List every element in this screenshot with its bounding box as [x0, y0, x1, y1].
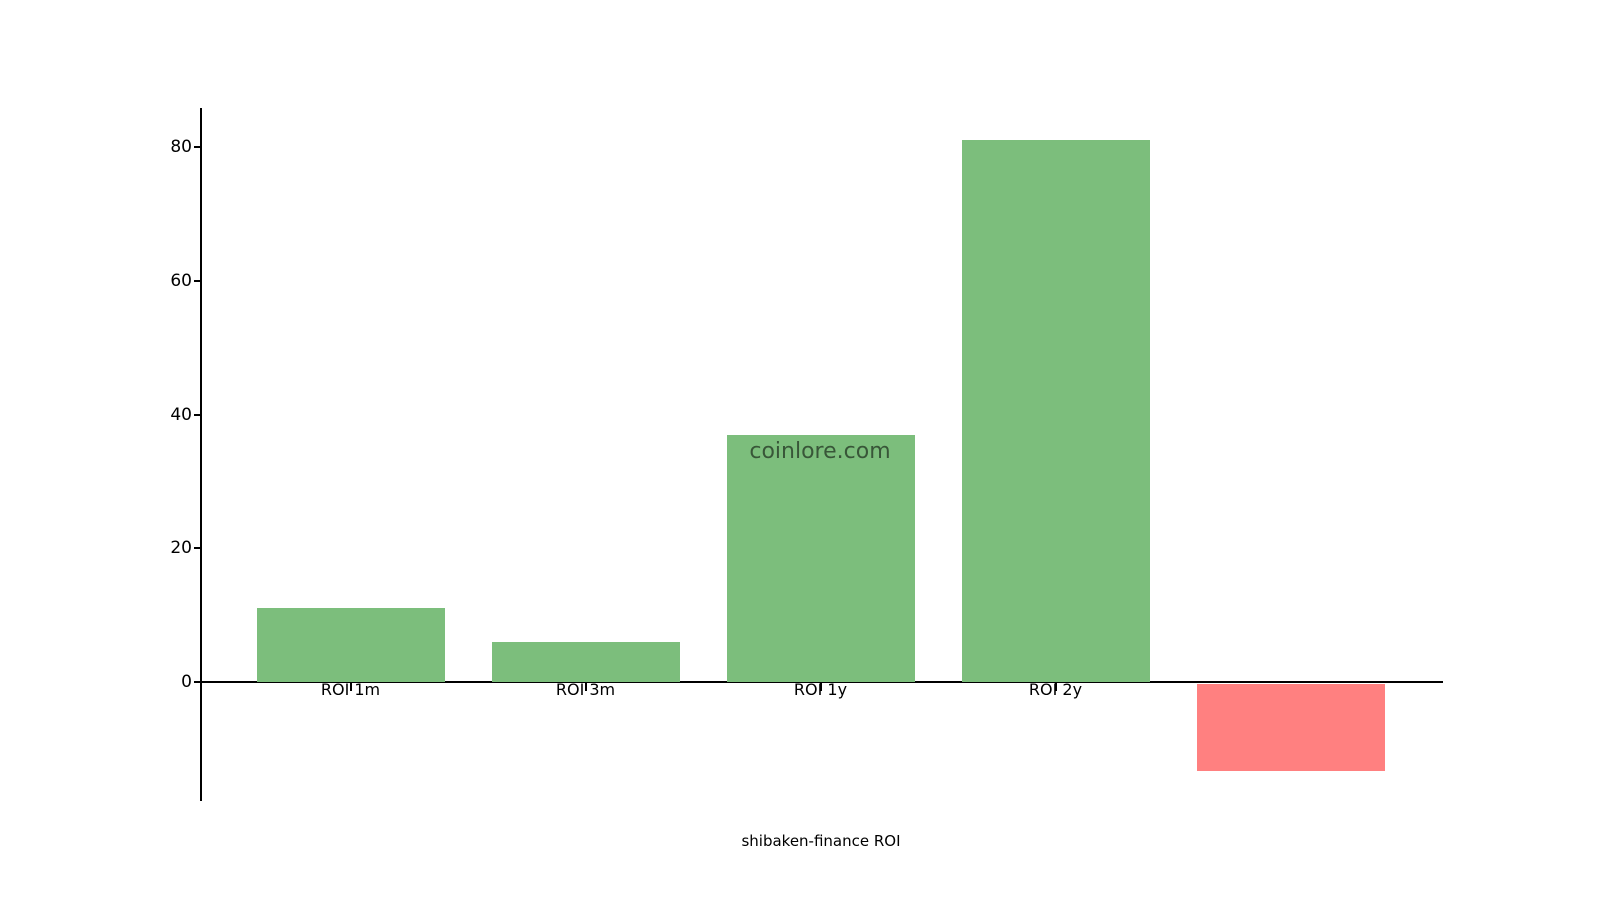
x-tick-mark-3 [819, 682, 822, 691]
bar-roi-1y [726, 434, 915, 682]
y-tick-label-20: 20 [170, 538, 192, 559]
x-tick-mark-4 [1054, 682, 1057, 691]
y-tick-label-60: 60 [170, 270, 192, 291]
bar-negative-5 [1196, 684, 1385, 771]
y-tick-label-80: 80 [170, 137, 192, 157]
y-tick-label-40: 40 [170, 404, 192, 425]
x-tick-label-roi-1y: ROI 1y [793, 680, 848, 699]
x-tick-label-roi-2y: ROI 2y [1028, 680, 1083, 699]
x-tick-mark-1 [349, 682, 352, 691]
y-tick-mark-80 [194, 146, 201, 148]
y-tick-label-0: 0 [181, 672, 192, 692]
x-tick-mark-2 [584, 682, 587, 691]
y-tick-mark-0 [194, 681, 201, 683]
x-tick-label-roi-1m: ROI 1m [320, 680, 381, 699]
y-axis-line [200, 108, 202, 801]
y-tick-mark-60 [194, 279, 201, 282]
y-tick-mark-40 [194, 413, 201, 416]
x-axis-line [200, 681, 1443, 683]
chart-title: shibaken-finance ROI [741, 832, 901, 850]
bar-roi-3m [491, 641, 680, 682]
bar-roi-1m [256, 608, 445, 682]
y-tick-mark-20 [194, 547, 201, 550]
watermark-text: coinlore.com [749, 439, 891, 464]
x-tick-label-roi-3m: ROI 3m [555, 680, 616, 699]
bar-roi-2y [961, 140, 1150, 682]
